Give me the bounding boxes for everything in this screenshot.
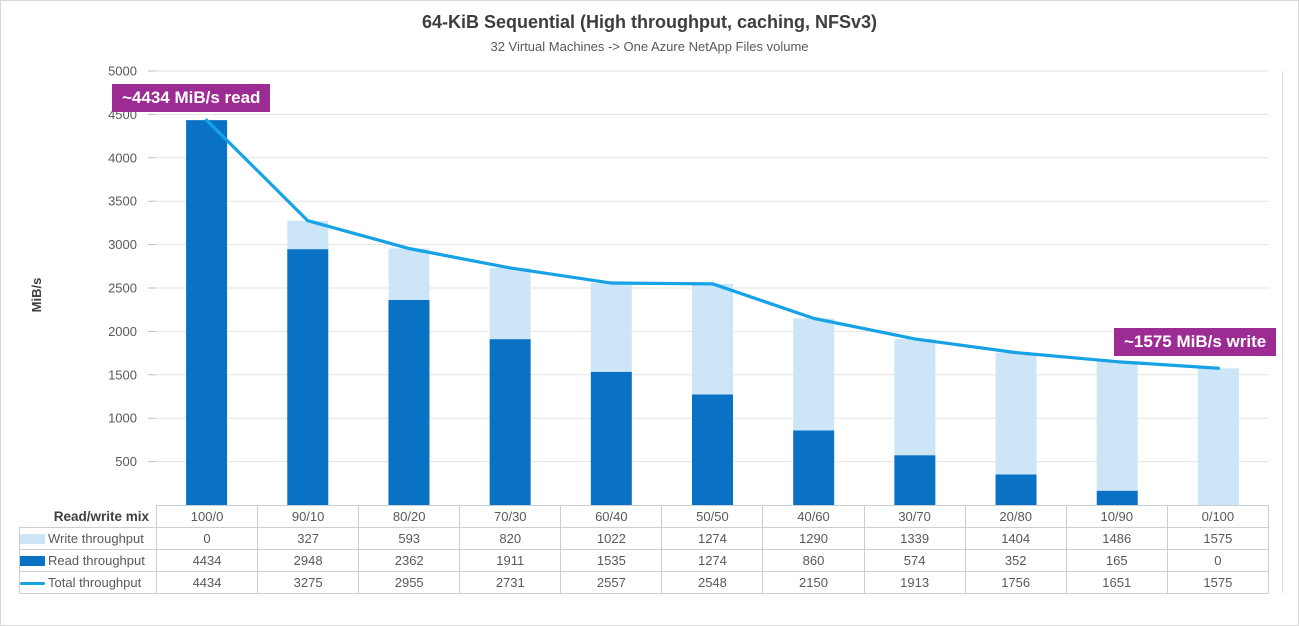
value-cell: 1911 bbox=[459, 549, 562, 572]
total-throughput-line bbox=[204, 118, 1221, 370]
category-cell: 90/10 bbox=[257, 505, 360, 528]
legend-bar-swatch-icon bbox=[20, 534, 45, 544]
category-cell: 70/30 bbox=[459, 505, 562, 528]
bar-read-segment bbox=[186, 120, 228, 506]
y-tick-label: 2500 bbox=[108, 281, 137, 296]
value-cell: 4434 bbox=[155, 571, 259, 594]
value-cell: 1756 bbox=[964, 571, 1067, 594]
bar-read-segment bbox=[590, 371, 632, 505]
category-cell: 50/50 bbox=[661, 505, 764, 528]
value-cell: 352 bbox=[964, 549, 1067, 572]
y-tick-label: 1000 bbox=[108, 411, 137, 426]
value-cell: 1651 bbox=[1065, 571, 1168, 594]
category-cell: 60/40 bbox=[560, 505, 663, 528]
value-cell: 1486 bbox=[1065, 527, 1168, 550]
category-cell: 10/90 bbox=[1065, 505, 1168, 528]
bar-write-segment bbox=[995, 352, 1037, 475]
bar-write-segment bbox=[388, 248, 430, 300]
bar-write-segment bbox=[793, 318, 835, 431]
y-tick-label: 500 bbox=[115, 454, 137, 469]
value-cell: 327 bbox=[257, 527, 360, 550]
bar-write-segment bbox=[489, 267, 531, 340]
value-cell: 1575 bbox=[1166, 527, 1270, 550]
bar-read-segment bbox=[995, 474, 1037, 505]
category-cell: 20/80 bbox=[964, 505, 1067, 528]
legend-cell: Total throughput bbox=[19, 571, 157, 594]
table-series-row: Total throughput 4434 3275 2955 2731 2557 2548… bbox=[19, 571, 1270, 594]
bar-read-segment bbox=[793, 430, 835, 505]
legend-cell: Read throughput bbox=[19, 549, 157, 572]
bar-write-segment bbox=[692, 283, 733, 395]
value-cell: 2150 bbox=[762, 571, 865, 594]
legend-bar-swatch-icon bbox=[20, 556, 45, 566]
value-cell: 1022 bbox=[560, 527, 663, 550]
data-table: Read/write mix 100/0 90/10 80/20 70/30 60/40 5… bbox=[19, 505, 1270, 594]
bar-read-segment bbox=[287, 249, 329, 505]
bar-read-segment bbox=[388, 299, 430, 505]
bar-read-segment bbox=[489, 339, 531, 505]
chart-subtitle: 32 Virtual Machines -> One Azure NetApp … bbox=[490, 39, 809, 54]
value-cell: 2955 bbox=[358, 571, 461, 594]
value-cell: 1575 bbox=[1166, 571, 1270, 594]
category-cell: 30/70 bbox=[863, 505, 966, 528]
y-tick-label: 4000 bbox=[108, 150, 137, 165]
table-corner-label: Read/write mix bbox=[53, 508, 149, 524]
y-tick-label: 2000 bbox=[108, 324, 137, 339]
chart-title: 64-KiB Sequential (High throughput, cach… bbox=[421, 12, 878, 32]
bar-write-segment bbox=[894, 338, 936, 456]
value-cell: 2548 bbox=[661, 571, 764, 594]
value-cell: 2557 bbox=[560, 571, 663, 594]
value-cell: 2731 bbox=[459, 571, 562, 594]
value-cell: 1290 bbox=[762, 527, 865, 550]
annotation-write: ~1575 MiB/s write bbox=[1114, 328, 1277, 356]
value-cell: 1404 bbox=[964, 527, 1067, 550]
category-cell: 100/0 bbox=[155, 505, 259, 528]
legend-cell: Write throughput bbox=[19, 527, 157, 550]
table-header-row: Read/write mix 100/0 90/10 80/20 70/30 60/40 5… bbox=[20, 505, 1270, 528]
value-cell: 1274 bbox=[661, 549, 764, 572]
y-tick-label: 5000 bbox=[108, 64, 137, 79]
bar-read-segment bbox=[692, 394, 733, 505]
value-cell: 2362 bbox=[358, 549, 461, 572]
value-cell: 593 bbox=[358, 527, 461, 550]
legend-label: Total throughput bbox=[48, 575, 142, 590]
value-cell: 4434 bbox=[155, 549, 259, 572]
value-cell: 1535 bbox=[560, 549, 663, 572]
value-cell: 0 bbox=[1166, 549, 1270, 572]
bar-read-segment bbox=[1096, 490, 1138, 505]
value-cell: 820 bbox=[459, 527, 562, 550]
y-tick-label: 1500 bbox=[108, 367, 137, 382]
table-series-row: Read throughput 4434 2948 2362 1911 1535 1274 8… bbox=[19, 549, 1270, 572]
value-cell: 1339 bbox=[863, 527, 966, 550]
category-cell: 0/100 bbox=[1166, 505, 1270, 528]
value-cell: 165 bbox=[1065, 549, 1168, 572]
category-cell: 40/60 bbox=[762, 505, 865, 528]
bar-write-segment bbox=[1096, 361, 1138, 491]
legend-label: Read throughput bbox=[48, 553, 145, 568]
annotation-read: ~4434 MiB/s read bbox=[112, 84, 271, 112]
value-cell: 1274 bbox=[661, 527, 764, 550]
legend-label: Write throughput bbox=[48, 531, 144, 546]
bar-write-segment bbox=[1197, 368, 1239, 505]
y-tick-label: 3500 bbox=[108, 194, 137, 209]
y-tick-label: 3000 bbox=[108, 237, 137, 252]
value-cell: 3275 bbox=[257, 571, 360, 594]
value-cell: 0 bbox=[155, 527, 259, 550]
value-cell: 1913 bbox=[863, 571, 966, 594]
table-series-row: Write throughput 0 327 593 820 1022 1274 1290 13… bbox=[19, 527, 1270, 550]
value-cell: 860 bbox=[762, 549, 865, 572]
value-cell: 2948 bbox=[257, 549, 360, 572]
category-cell: 80/20 bbox=[358, 505, 461, 528]
bar-read-segment bbox=[894, 455, 936, 505]
bar-write-segment bbox=[590, 283, 632, 372]
legend-line-swatch-icon bbox=[20, 582, 45, 585]
value-cell: 574 bbox=[863, 549, 966, 572]
